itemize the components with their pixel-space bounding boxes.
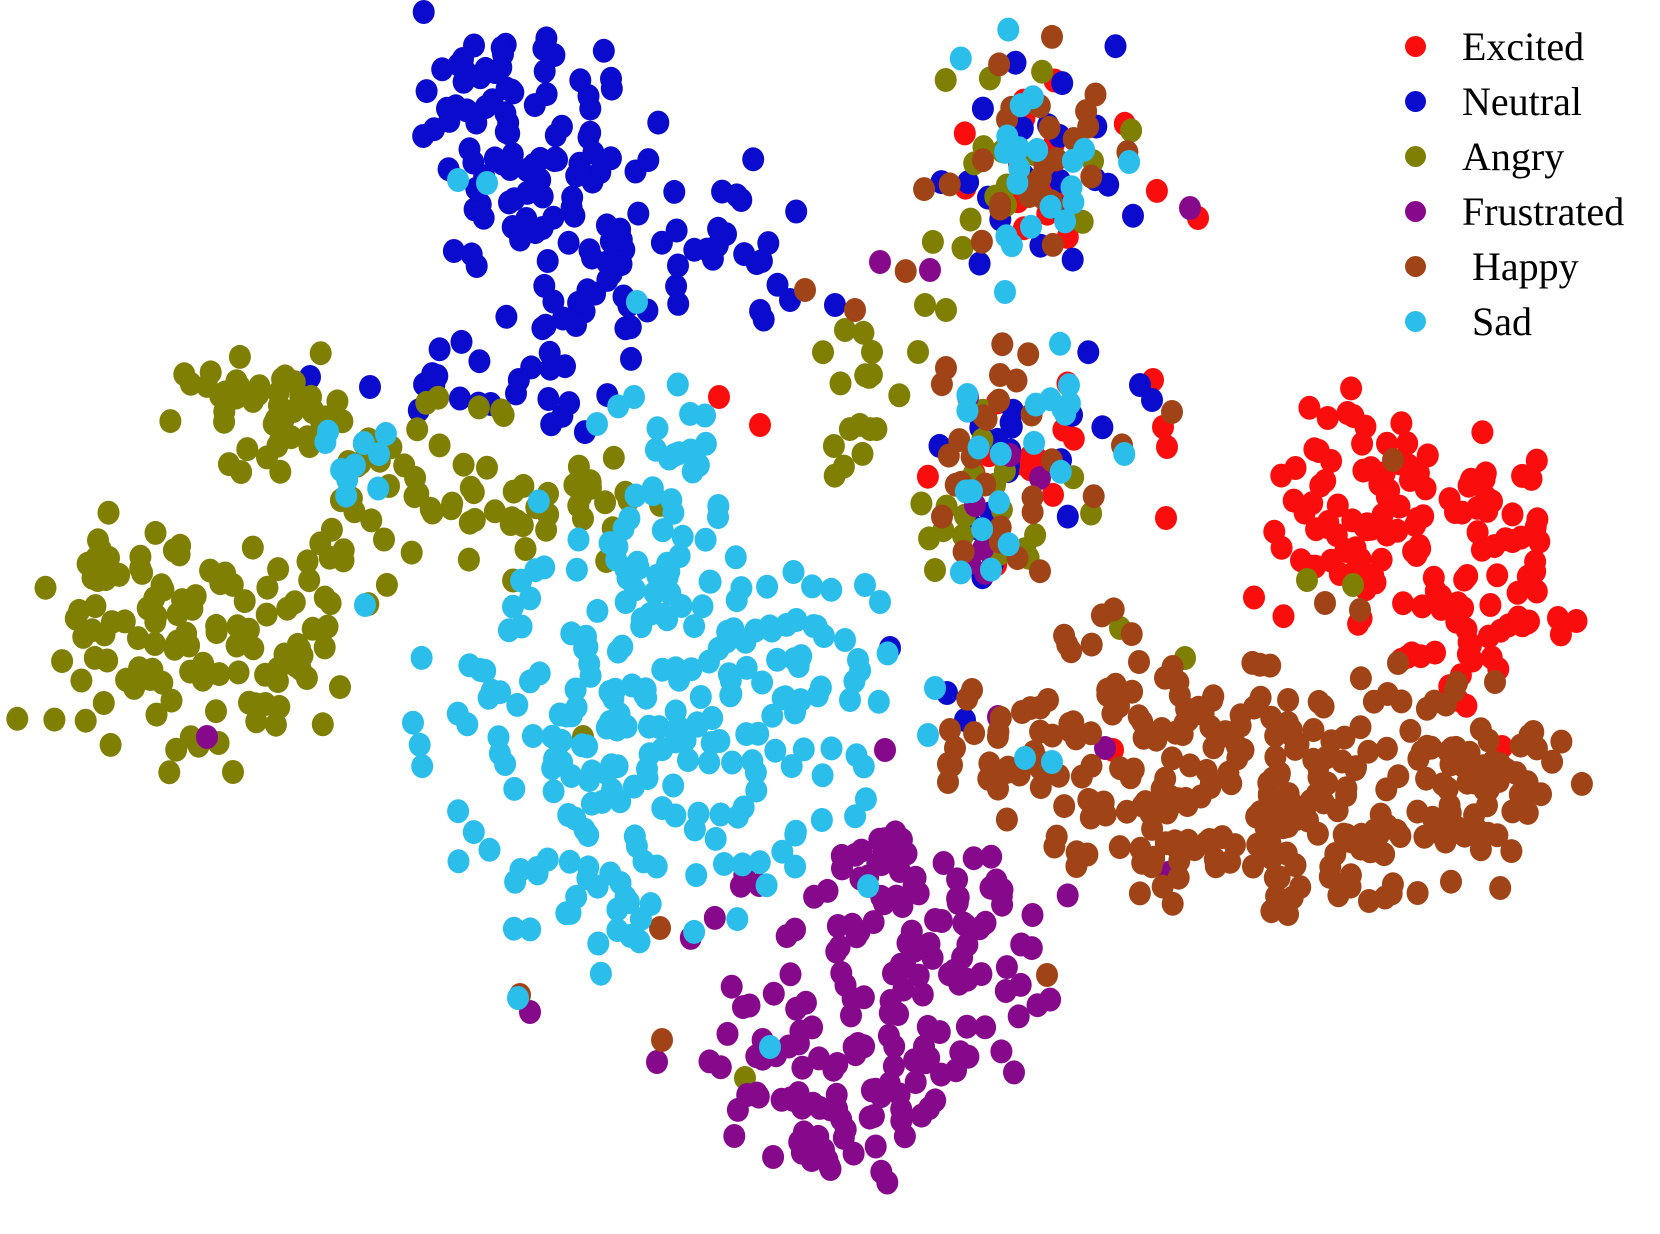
legend-marker-sad-icon xyxy=(1405,311,1426,332)
legend-item-neutral: Neutral xyxy=(1405,74,1624,129)
legend-marker-neutral-icon xyxy=(1405,91,1426,112)
legend-item-frustrated: Frustrated xyxy=(1405,184,1624,239)
legend-label-frustrated: Frustrated xyxy=(1462,188,1625,234)
legend: Excited Neutral Angry Frustrated Happy S… xyxy=(1405,19,1624,349)
legend-marker-excited-icon xyxy=(1405,36,1426,57)
legend-item-sad: Sad xyxy=(1405,294,1624,349)
series-sad-dots xyxy=(314,17,1141,1059)
legend-item-happy: Happy xyxy=(1405,239,1624,294)
series-happy-dots xyxy=(509,24,1593,1052)
legend-label-happy: Happy xyxy=(1462,243,1579,289)
legend-marker-angry-icon xyxy=(1405,146,1426,167)
legend-item-angry: Angry xyxy=(1405,129,1624,184)
legend-label-angry: Angry xyxy=(1462,133,1565,179)
legend-label-sad: Sad xyxy=(1462,298,1532,344)
legend-marker-frustrated-icon xyxy=(1405,201,1426,222)
series-frustrated-dots xyxy=(196,148,1201,1195)
legend-label-neutral: Neutral xyxy=(1462,78,1582,124)
legend-marker-happy-icon xyxy=(1405,256,1426,277)
legend-item-excited: Excited xyxy=(1405,19,1624,74)
legend-label-excited: Excited xyxy=(1462,23,1585,69)
